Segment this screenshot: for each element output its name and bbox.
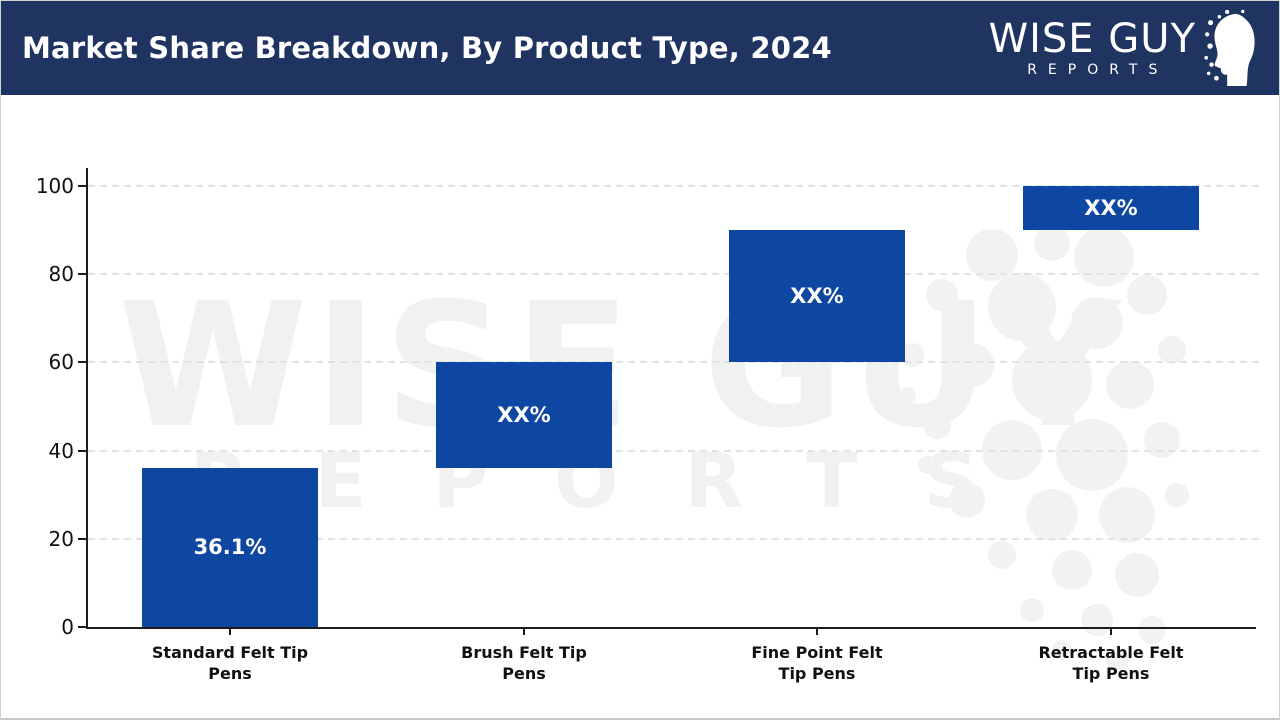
logo-text: WISE GUY REPORTS [989,19,1196,77]
bar-value-label: XX% [497,403,551,428]
gridline [88,273,1262,276]
x-tick-mark [229,629,231,635]
bar-value-label: XX% [790,284,844,309]
x-axis-label-line: Pens [502,664,546,683]
y-tick-label: 60 [48,350,74,375]
x-axis-label-line: Tip Pens [778,664,856,683]
x-tick-mark [1110,629,1112,635]
logo-wordmark: WISE GUY [988,15,1196,62]
y-tick-mark [78,273,86,276]
y-tick-label: 40 [48,438,74,463]
header-bar: Market Share Breakdown, By Product Type,… [0,0,1280,95]
x-axis-label-line: Tip Pens [1072,664,1150,683]
y-tick-mark [78,185,86,187]
x-axis-label: Standard Felt Tip Pens [100,642,360,684]
bar: 36.1% [142,467,318,627]
y-tick-mark [78,361,86,364]
x-axis-label: Fine Point Felt Tip Pens [687,642,947,684]
x-axis-label: Brush Felt Tip Pens [394,642,654,684]
y-tick-label: 100 [35,174,74,198]
page-title: Market Share Breakdown, By Product Type,… [22,30,832,65]
chart-canvas: WISE GUY REPORTS 0 20 40 60 80 100 36.1% XX% XX%… [0,95,1280,720]
bar-value-label: 36.1% [193,535,267,560]
y-tick-mark [78,449,86,452]
y-tick-label: 80 [48,262,74,287]
x-tick-mark [816,629,818,635]
bar: XX% [729,230,905,363]
logo-face-icon [1204,9,1255,86]
gridline [88,361,1262,364]
x-axis-label-line: Brush Felt Tip [461,643,587,662]
x-tick-mark [523,629,525,635]
y-tick-label: 0 [61,615,74,639]
x-axis-label-line: Standard Felt Tip [151,643,309,662]
x-axis-label: Retractable Felt Tip Pens [981,642,1241,684]
y-tick-mark [78,626,86,628]
x-axis-label-line: Pens [208,664,252,683]
y-axis-line [86,168,88,629]
bar: XX% [1023,186,1199,231]
gridline [88,185,1262,187]
bar-value-label: XX% [1084,196,1138,221]
gridline [88,537,1262,540]
y-tick-mark [78,537,86,540]
x-axis-line [86,627,1256,629]
watermark-face-dots-icon [900,225,1189,671]
y-tick-label: 20 [48,526,74,551]
logo-subtitle: REPORTS [1027,61,1169,78]
x-axis-label-line: Retractable Felt [1038,643,1184,662]
x-axis-label-line: Fine Point Felt [751,643,883,662]
gridline [88,449,1262,452]
logo: WISE GUY REPORTS [989,9,1266,87]
bar: XX% [436,362,612,468]
